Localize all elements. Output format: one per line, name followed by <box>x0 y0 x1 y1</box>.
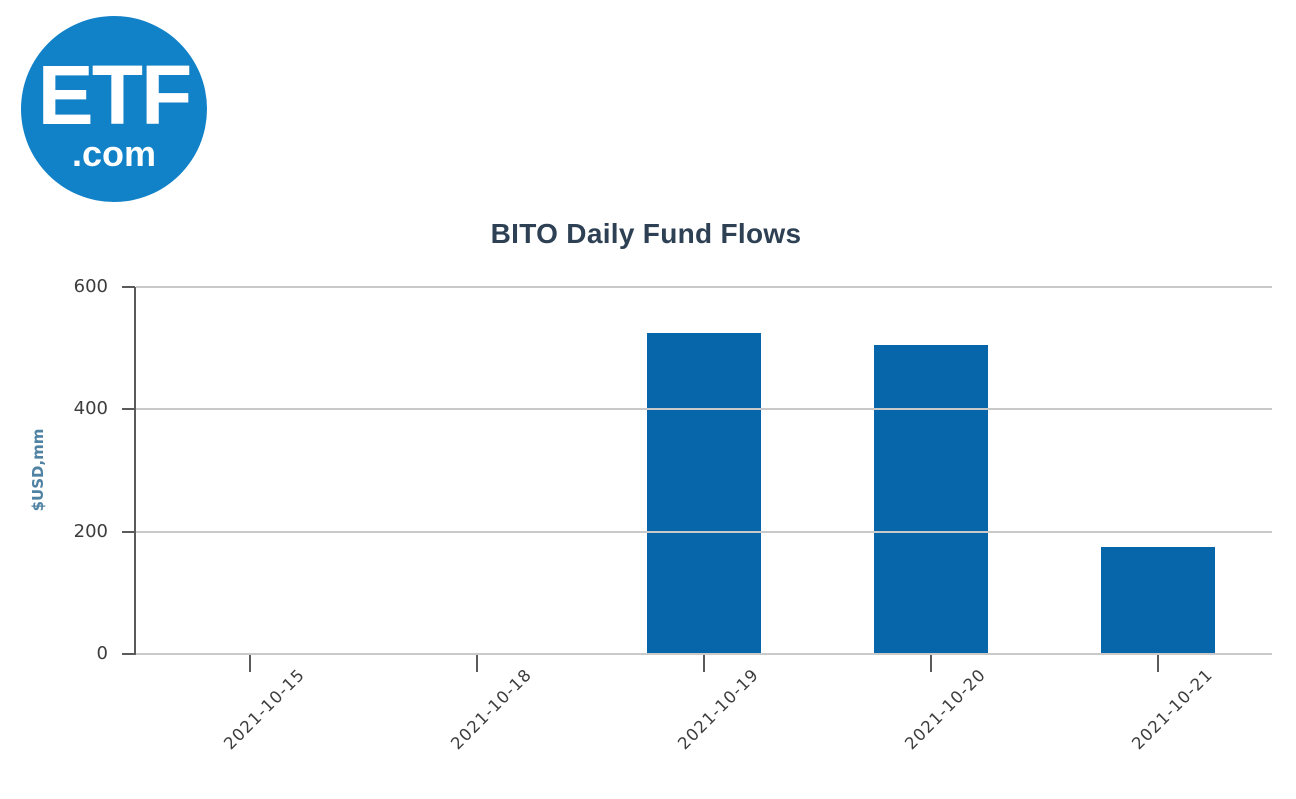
gridline-y-200 <box>136 530 1272 533</box>
x-tick-mark-2021-10-15 <box>248 655 251 672</box>
logo-etf-text: ETF <box>37 48 193 143</box>
x-tick-label-2021-10-18: 2021-10-18 <box>446 665 536 754</box>
gridline-y-600 <box>136 286 1272 288</box>
bar-2021-10-20 <box>874 345 989 654</box>
y-axis-line <box>134 287 136 655</box>
x-tick-mark-2021-10-20 <box>930 655 933 672</box>
x-tick-mark-2021-10-19 <box>703 655 705 672</box>
x-tick-label-2021-10-19: 2021-10-19 <box>674 665 763 754</box>
x-tick-label-2021-10-21: 2021-10-21 <box>1128 665 1217 754</box>
y-tick-label-600: 600 <box>73 276 108 297</box>
y-tick-mark-0 <box>122 653 135 655</box>
etfcom-logo[interactable]: ETF .com <box>21 16 207 202</box>
y-tick-label-200: 200 <box>73 520 108 542</box>
x-tick-mark-2021-10-21 <box>1157 655 1160 672</box>
gridline-y-400 <box>136 408 1272 411</box>
y-tick-mark-600 <box>122 286 135 288</box>
y-tick-mark-200 <box>122 530 135 533</box>
x-tick-mark-2021-10-18 <box>475 655 478 672</box>
x-tick-label-2021-10-15: 2021-10-15 <box>219 665 309 754</box>
bar-2021-10-21 <box>1101 546 1216 654</box>
logo-com-text: .com <box>71 132 157 174</box>
gridline-y-0 <box>136 653 1272 655</box>
x-tick-label-2021-10-20: 2021-10-20 <box>901 665 990 754</box>
y-tick-label-0: 0 <box>96 643 108 664</box>
chart-title: BITO Daily Fund Flows <box>490 218 802 249</box>
y-tick-mark-400 <box>122 408 135 411</box>
bar-2021-10-19 <box>647 332 761 654</box>
y-tick-label-400: 400 <box>73 398 108 420</box>
